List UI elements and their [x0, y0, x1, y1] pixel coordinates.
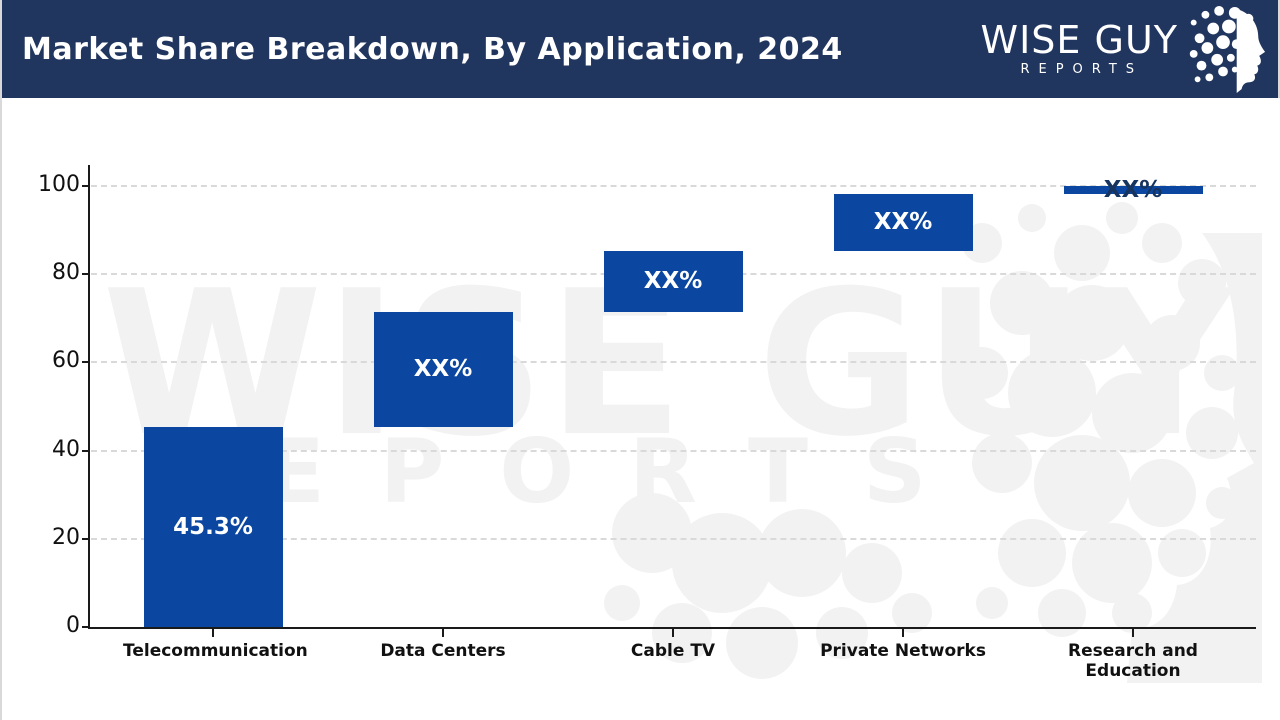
- bar-data-centers: [373, 311, 513, 428]
- logo-wordmark: WISE GUY: [980, 18, 1178, 62]
- logo-face-icon: [1189, 5, 1266, 93]
- watermark-face-icon: [604, 202, 1262, 683]
- y-tick-mark: [82, 537, 90, 540]
- logo-subtext: REPORTS: [1020, 62, 1144, 77]
- page-title: Market Share Breakdown, By Application, …: [22, 31, 843, 67]
- bar-research-and-education: [1063, 186, 1203, 194]
- x-tick-label: Research and Education: [1068, 641, 1198, 682]
- wiseguy-logo: WISE GUY REPORTS: [981, 5, 1268, 93]
- bar-cable-tv: [603, 250, 743, 312]
- gridline-40: [91, 449, 1256, 452]
- y-tick-mark: [82, 273, 90, 276]
- waterfall-chart: WISE GUY REPORTS 0 20 40 60 80 100 45.3% Teleco…: [2, 98, 1280, 720]
- bar-value-label: XX%: [1103, 176, 1163, 203]
- gridline-100: [91, 185, 1256, 187]
- x-tick-label: Telecommunication: [123, 641, 308, 661]
- x-tick-label: Data Centers: [380, 641, 506, 661]
- y-tick-mark: [82, 185, 90, 187]
- gridline-20: [91, 537, 1256, 540]
- y-tick-label: 60: [52, 348, 80, 374]
- x-tick-mark: [1132, 629, 1134, 637]
- y-tick-mark: [82, 449, 90, 452]
- y-tick-label: 80: [52, 260, 80, 286]
- logo-text: WISE GUY REPORTS: [981, 21, 1178, 77]
- bar-value-label: XX%: [873, 209, 933, 236]
- y-tick-label: 40: [52, 436, 80, 462]
- bar-telecommunication: [143, 427, 283, 627]
- bar-value-label: XX%: [413, 356, 473, 383]
- bar-value-label: 45.3%: [173, 514, 253, 541]
- header-bar: Market Share Breakdown, By Application, …: [2, 0, 1278, 98]
- y-tick-mark: [82, 626, 90, 628]
- x-tick-label: Cable TV: [630, 641, 716, 661]
- x-tick-mark: [212, 629, 214, 637]
- y-tick-label: 100: [38, 172, 80, 197]
- y-axis-line: [88, 165, 90, 629]
- bar-value-label: XX%: [643, 268, 703, 295]
- y-tick-label: 20: [52, 524, 80, 550]
- y-tick-mark: [82, 361, 90, 364]
- x-tick-mark: [902, 629, 904, 637]
- gridline-60: [91, 361, 1256, 364]
- bar-private-networks: [833, 193, 973, 251]
- x-axis-line: [88, 627, 1256, 629]
- y-tick-label: 0: [66, 613, 80, 638]
- x-tick-label: Private Networks: [820, 641, 986, 661]
- x-tick-mark: [672, 629, 674, 637]
- x-tick-mark: [442, 629, 444, 637]
